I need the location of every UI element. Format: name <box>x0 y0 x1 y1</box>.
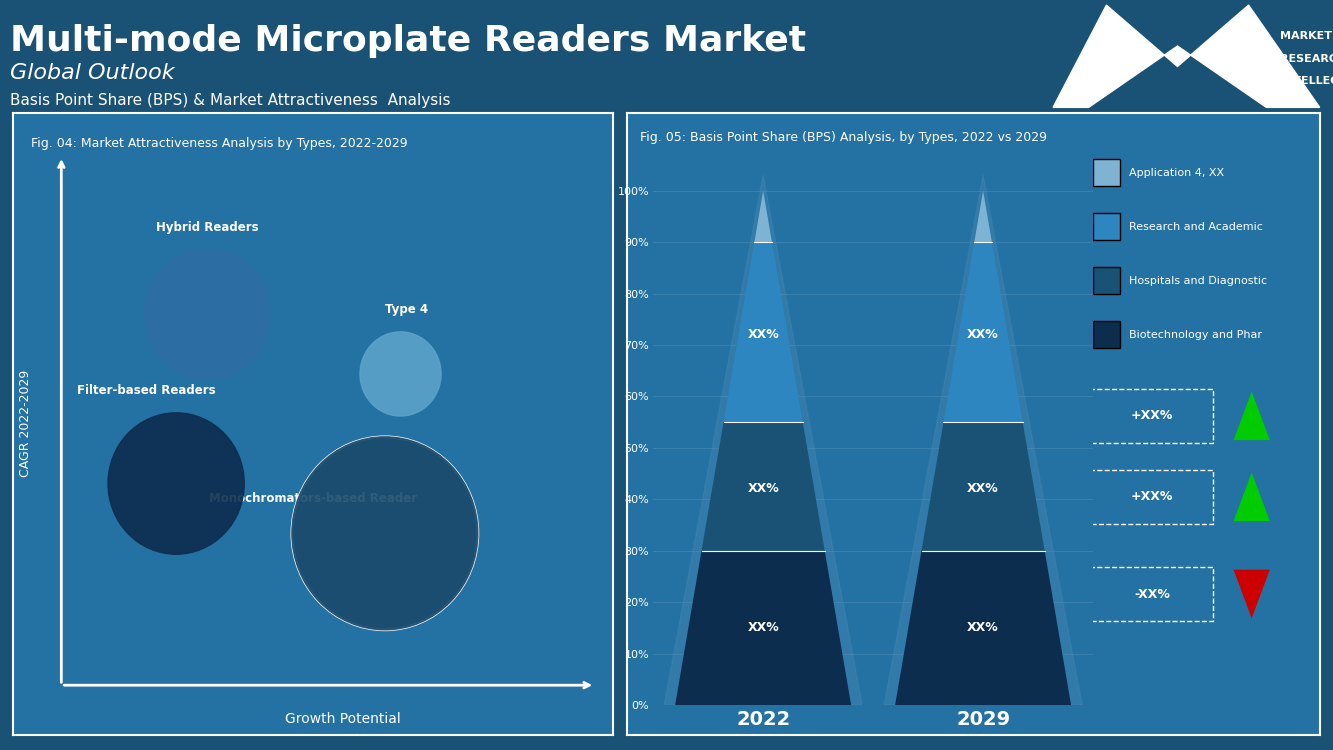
Text: Type 4: Type 4 <box>385 303 428 316</box>
Text: +XX%: +XX% <box>1130 490 1173 503</box>
FancyBboxPatch shape <box>1093 213 1120 240</box>
Polygon shape <box>974 190 992 242</box>
Circle shape <box>360 332 441 416</box>
Text: INTELLECT: INTELLECT <box>1280 76 1333 86</box>
Polygon shape <box>921 422 1045 550</box>
Polygon shape <box>664 176 862 705</box>
Text: Hybrid Readers: Hybrid Readers <box>156 220 259 233</box>
Text: XX%: XX% <box>748 328 778 341</box>
Text: Growth Potential: Growth Potential <box>285 712 401 725</box>
FancyBboxPatch shape <box>1093 267 1120 294</box>
Text: Research and Academic: Research and Academic <box>1129 222 1264 232</box>
Polygon shape <box>1233 392 1270 440</box>
Text: XX%: XX% <box>968 328 998 341</box>
Text: -XX%: -XX% <box>1134 587 1170 601</box>
Circle shape <box>292 436 477 630</box>
Text: Biotechnology and Phar: Biotechnology and Phar <box>1129 330 1262 340</box>
Polygon shape <box>884 176 1082 705</box>
Text: Monochromators-based Reader: Monochromators-based Reader <box>209 492 417 506</box>
Text: Hospitals and Diagnostic: Hospitals and Diagnostic <box>1129 276 1268 286</box>
Text: Multi-mode Microplate Readers Market: Multi-mode Microplate Readers Market <box>11 25 806 58</box>
Text: +XX%: +XX% <box>1130 410 1173 422</box>
Text: Fig. 04: Market Attractiveness Analysis by Types, 2022-2029: Fig. 04: Market Attractiveness Analysis … <box>32 137 408 151</box>
FancyBboxPatch shape <box>1093 321 1120 348</box>
Circle shape <box>108 413 244 554</box>
Text: Application 4, XX: Application 4, XX <box>1129 168 1225 178</box>
Text: XX%: XX% <box>748 482 778 496</box>
Text: Basis Point Share (BPS) & Market Attractiveness  Analysis: Basis Point Share (BPS) & Market Attract… <box>11 93 451 108</box>
Text: M: M <box>1216 35 1257 77</box>
Text: RESEARCH: RESEARCH <box>1280 54 1333 64</box>
Text: Global Outlook: Global Outlook <box>11 64 175 83</box>
Polygon shape <box>1053 5 1320 107</box>
Polygon shape <box>674 550 852 705</box>
Text: MARKET: MARKET <box>1280 32 1332 41</box>
Circle shape <box>145 249 271 380</box>
Polygon shape <box>1233 472 1270 521</box>
Text: XX%: XX% <box>968 621 998 634</box>
Text: Fig. 05: Basis Point Share (BPS) Analysis, by Types, 2022 vs 2029: Fig. 05: Basis Point Share (BPS) Analysi… <box>640 131 1048 144</box>
Text: XX%: XX% <box>968 482 998 496</box>
Polygon shape <box>724 242 802 422</box>
Polygon shape <box>944 242 1022 422</box>
Text: XX%: XX% <box>748 621 778 634</box>
FancyBboxPatch shape <box>1093 159 1120 186</box>
Polygon shape <box>896 550 1072 705</box>
Text: CAGR 2022-2029: CAGR 2022-2029 <box>19 370 32 478</box>
Polygon shape <box>701 422 825 550</box>
Text: Filter-based Readers: Filter-based Readers <box>77 384 216 397</box>
Polygon shape <box>1233 570 1270 618</box>
Polygon shape <box>754 190 772 242</box>
